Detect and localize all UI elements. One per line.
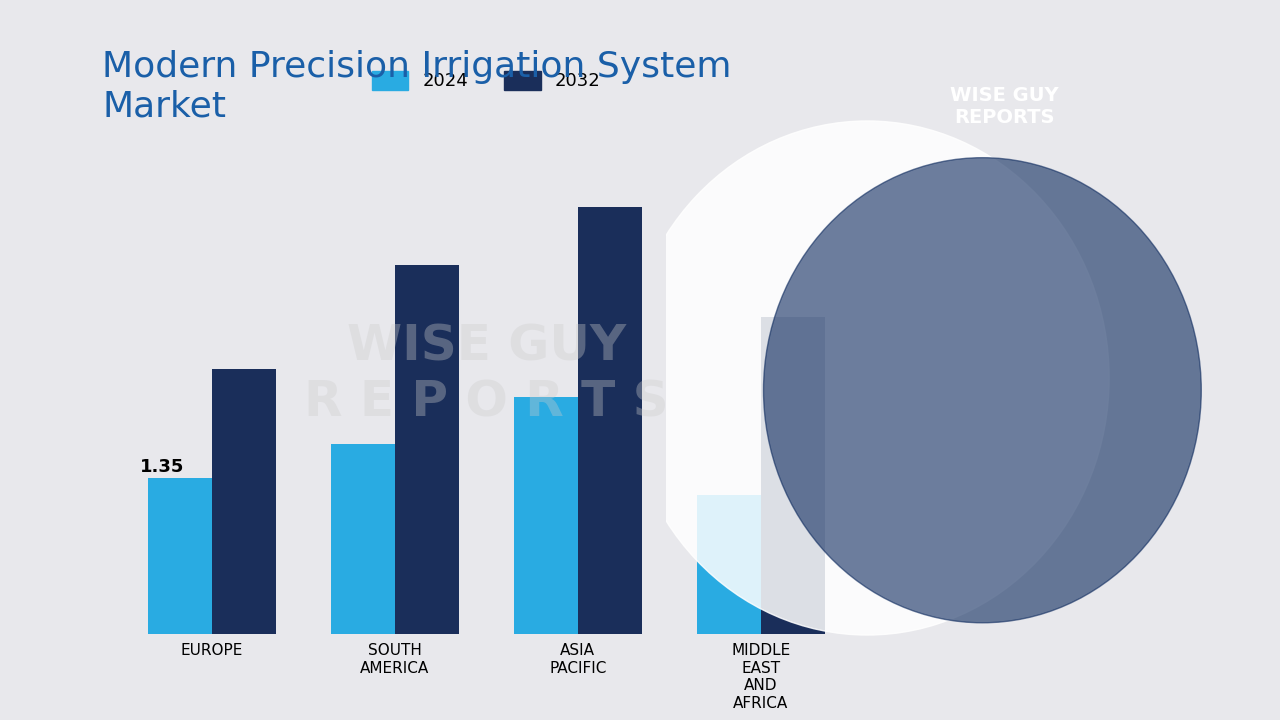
- Bar: [577, 207, 641, 634]
- Bar: [148, 478, 212, 634]
- Legend: 2024, 2032: 2024, 2032: [364, 62, 609, 99]
- Text: WISE GUY
REPORTS: WISE GUY REPORTS: [951, 86, 1059, 127]
- Bar: [760, 317, 824, 634]
- Bar: [513, 397, 577, 634]
- Text: 1.35: 1.35: [140, 459, 184, 477]
- Text: Modern Precision Irrigation System
Market: Modern Precision Irrigation System Marke…: [102, 50, 732, 124]
- Bar: [396, 265, 460, 634]
- Circle shape: [763, 158, 1201, 623]
- Circle shape: [625, 121, 1108, 635]
- Bar: [332, 444, 396, 634]
- Bar: [696, 495, 760, 634]
- Bar: [212, 369, 276, 634]
- Text: WISE GUY
R E P O R T S: WISE GUY R E P O R T S: [305, 323, 668, 426]
